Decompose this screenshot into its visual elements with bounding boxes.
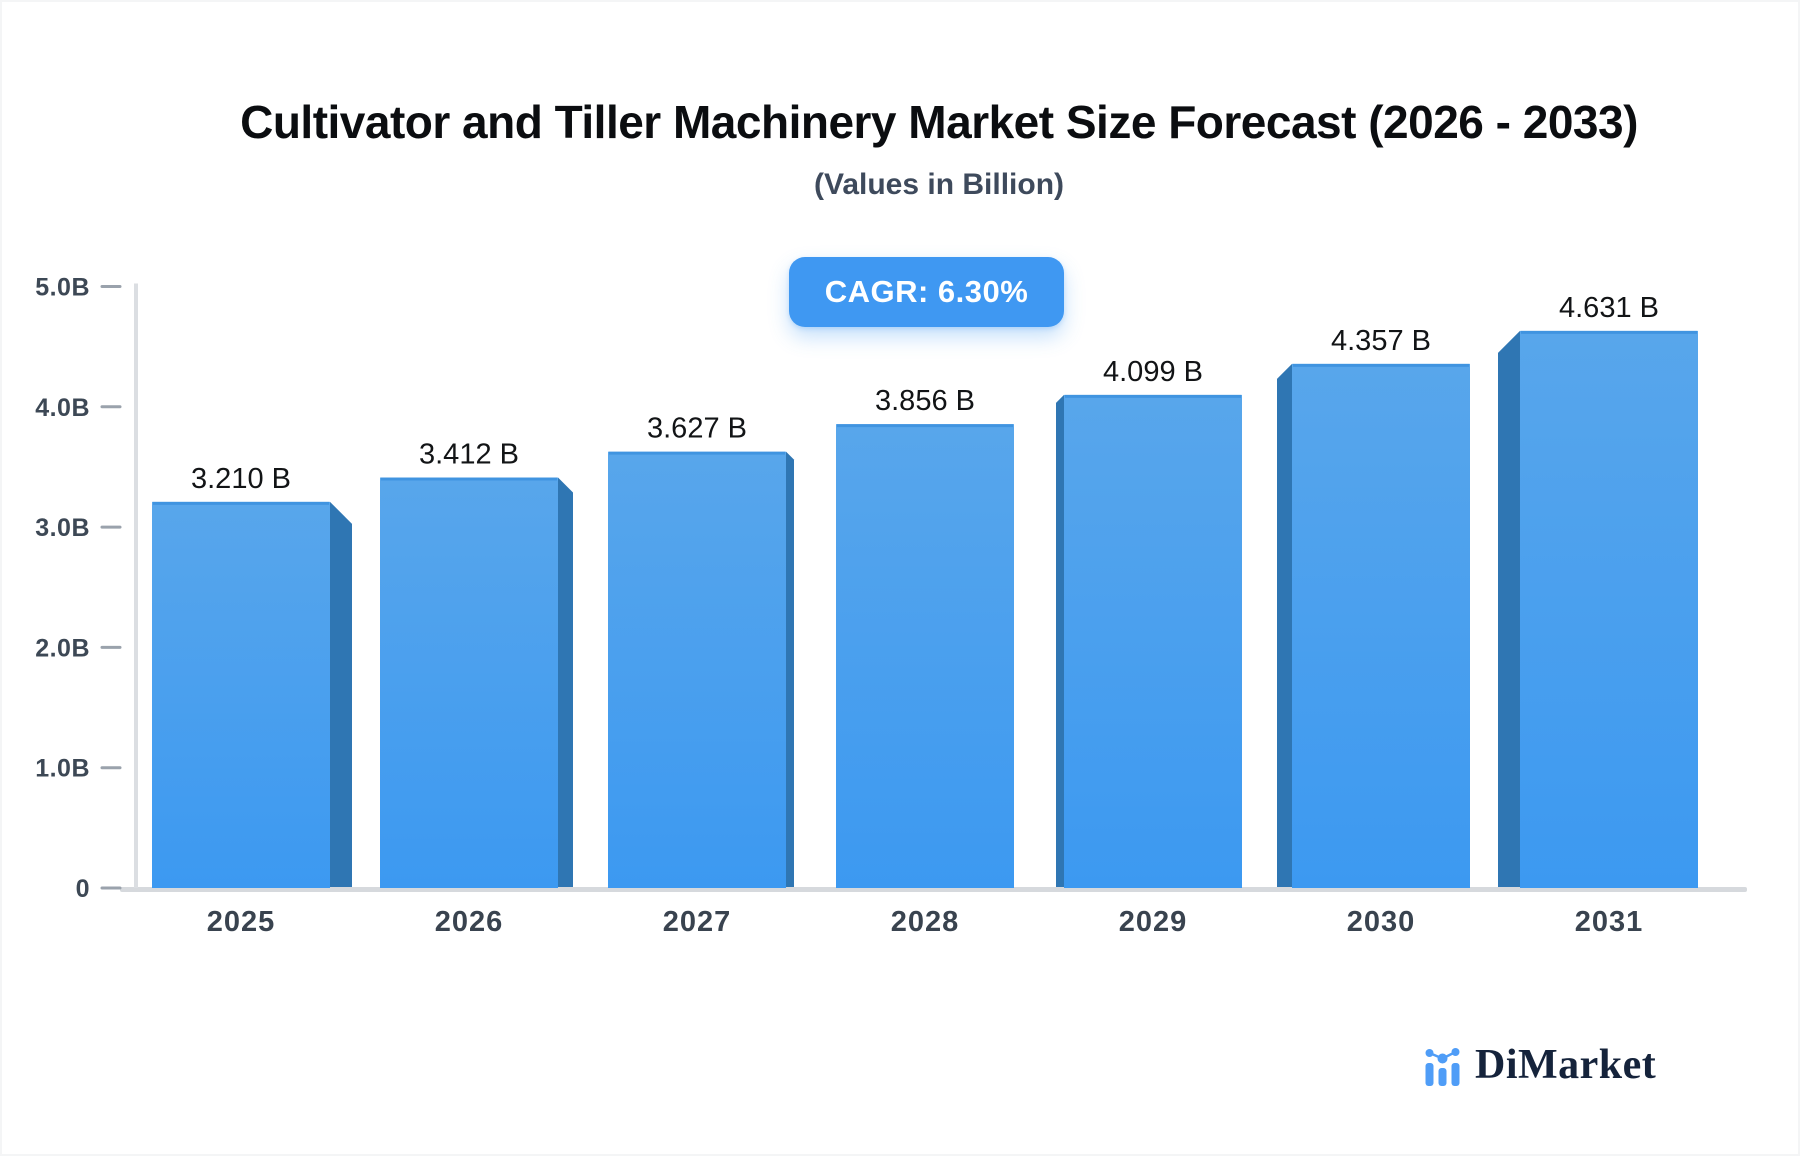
bar-group-2031	[1498, 330, 1698, 888]
bar-value-label: 3.412 B	[419, 439, 519, 471]
y-tick-label: 0	[76, 875, 90, 903]
x-axis-line	[120, 887, 1747, 892]
chart-subtitle: (Values in Billion)	[813, 168, 1065, 201]
y-tick-label: 5.0B	[35, 274, 90, 302]
bar-2029	[1064, 394, 1242, 888]
bar-2027	[608, 451, 786, 888]
y-tick-label: 4.0B	[35, 394, 90, 422]
x-tick-label-2031: 2031	[1575, 906, 1644, 938]
x-tick-label-2026: 2026	[435, 906, 504, 938]
logo-text: DiMarket	[1475, 1042, 1657, 1088]
chart-title: Cultivator and Tiller Machinery Market S…	[240, 96, 1638, 148]
x-tick-label-2027: 2027	[663, 906, 732, 938]
bar-side-3d	[1277, 363, 1292, 887]
x-tick-label-2029: 2029	[1119, 906, 1188, 938]
bar-2031	[1520, 330, 1698, 888]
bar-2025	[152, 501, 330, 888]
bar-value-label: 4.357 B	[1331, 325, 1431, 357]
bar-group-2029	[1056, 394, 1242, 888]
cagr-badge: CAGR: 6.30%	[789, 257, 1064, 327]
y-tick-label: 3.0B	[35, 514, 90, 542]
x-tick-label-2030: 2030	[1347, 906, 1416, 938]
bar-group-2028	[836, 424, 1014, 888]
bar-2026	[380, 477, 558, 888]
dimarket-logo: DiMarket	[1425, 1044, 1656, 1086]
bar-group-2027	[608, 451, 794, 888]
bar-group-2026	[380, 477, 573, 888]
bar-side-3d	[330, 501, 352, 887]
bar-side-3d	[1498, 330, 1520, 887]
bar-group-2030	[1277, 363, 1470, 888]
y-tick-label: 1.0B	[35, 755, 90, 783]
bar-2030	[1292, 363, 1470, 888]
bar-group-2025	[152, 501, 352, 888]
bar-value-label: 3.627 B	[647, 413, 747, 445]
bar-value-label: 4.631 B	[1559, 292, 1659, 324]
y-tick-label: 2.0B	[35, 634, 90, 662]
bar-side-3d	[786, 451, 794, 887]
bar-2028	[836, 424, 1014, 888]
x-tick-label-2028: 2028	[891, 906, 960, 938]
mini-bar-chart-icon	[1425, 1048, 1460, 1086]
bar-side-3d	[558, 477, 573, 887]
x-tick-label-2025: 2025	[207, 906, 276, 938]
bar-side-3d	[1056, 394, 1064, 887]
bar-value-label: 3.856 B	[875, 385, 975, 417]
bar-value-label: 4.099 B	[1103, 356, 1203, 388]
bar-value-label: 3.210 B	[191, 463, 291, 495]
